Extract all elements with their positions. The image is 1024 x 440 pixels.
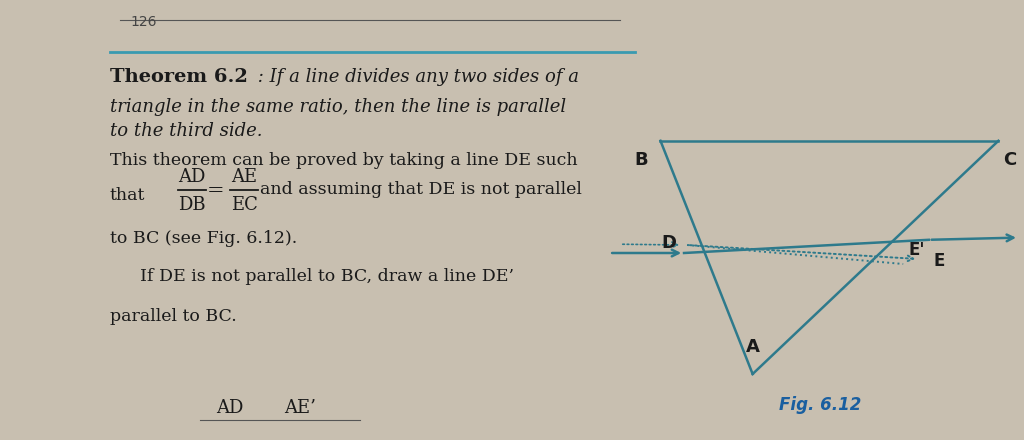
Text: AE: AE bbox=[231, 168, 257, 186]
Text: to the third side.: to the third side. bbox=[110, 122, 262, 140]
Text: 126: 126 bbox=[130, 15, 157, 29]
Text: A: A bbox=[745, 338, 760, 356]
Text: Theorem 6.2: Theorem 6.2 bbox=[110, 68, 248, 86]
Text: D: D bbox=[662, 234, 676, 252]
Text: Fig. 6.12: Fig. 6.12 bbox=[779, 396, 861, 414]
Text: AE’: AE’ bbox=[284, 399, 316, 417]
Text: E: E bbox=[934, 252, 945, 270]
Text: that: that bbox=[110, 187, 145, 203]
Text: B: B bbox=[635, 151, 648, 169]
Text: If DE is not parallel to BC, draw a line DE’: If DE is not parallel to BC, draw a line… bbox=[140, 268, 514, 285]
Text: This theorem can be proved by taking a line DE such: This theorem can be proved by taking a l… bbox=[110, 152, 578, 169]
Text: to BC (see Fig. 6.12).: to BC (see Fig. 6.12). bbox=[110, 230, 297, 247]
Text: DB: DB bbox=[178, 196, 206, 214]
Text: AD: AD bbox=[178, 168, 206, 186]
Text: parallel to BC.: parallel to BC. bbox=[110, 308, 237, 325]
Text: triangle in the same ratio, then the line is parallel: triangle in the same ratio, then the lin… bbox=[110, 98, 566, 116]
Text: and assuming that DE is not parallel: and assuming that DE is not parallel bbox=[260, 181, 582, 198]
Text: : If a line divides any two sides of a: : If a line divides any two sides of a bbox=[252, 68, 579, 86]
Text: =: = bbox=[207, 180, 225, 199]
Text: AD: AD bbox=[216, 399, 244, 417]
Text: E': E' bbox=[908, 241, 925, 259]
Text: C: C bbox=[1004, 151, 1017, 169]
Text: EC: EC bbox=[230, 196, 257, 214]
